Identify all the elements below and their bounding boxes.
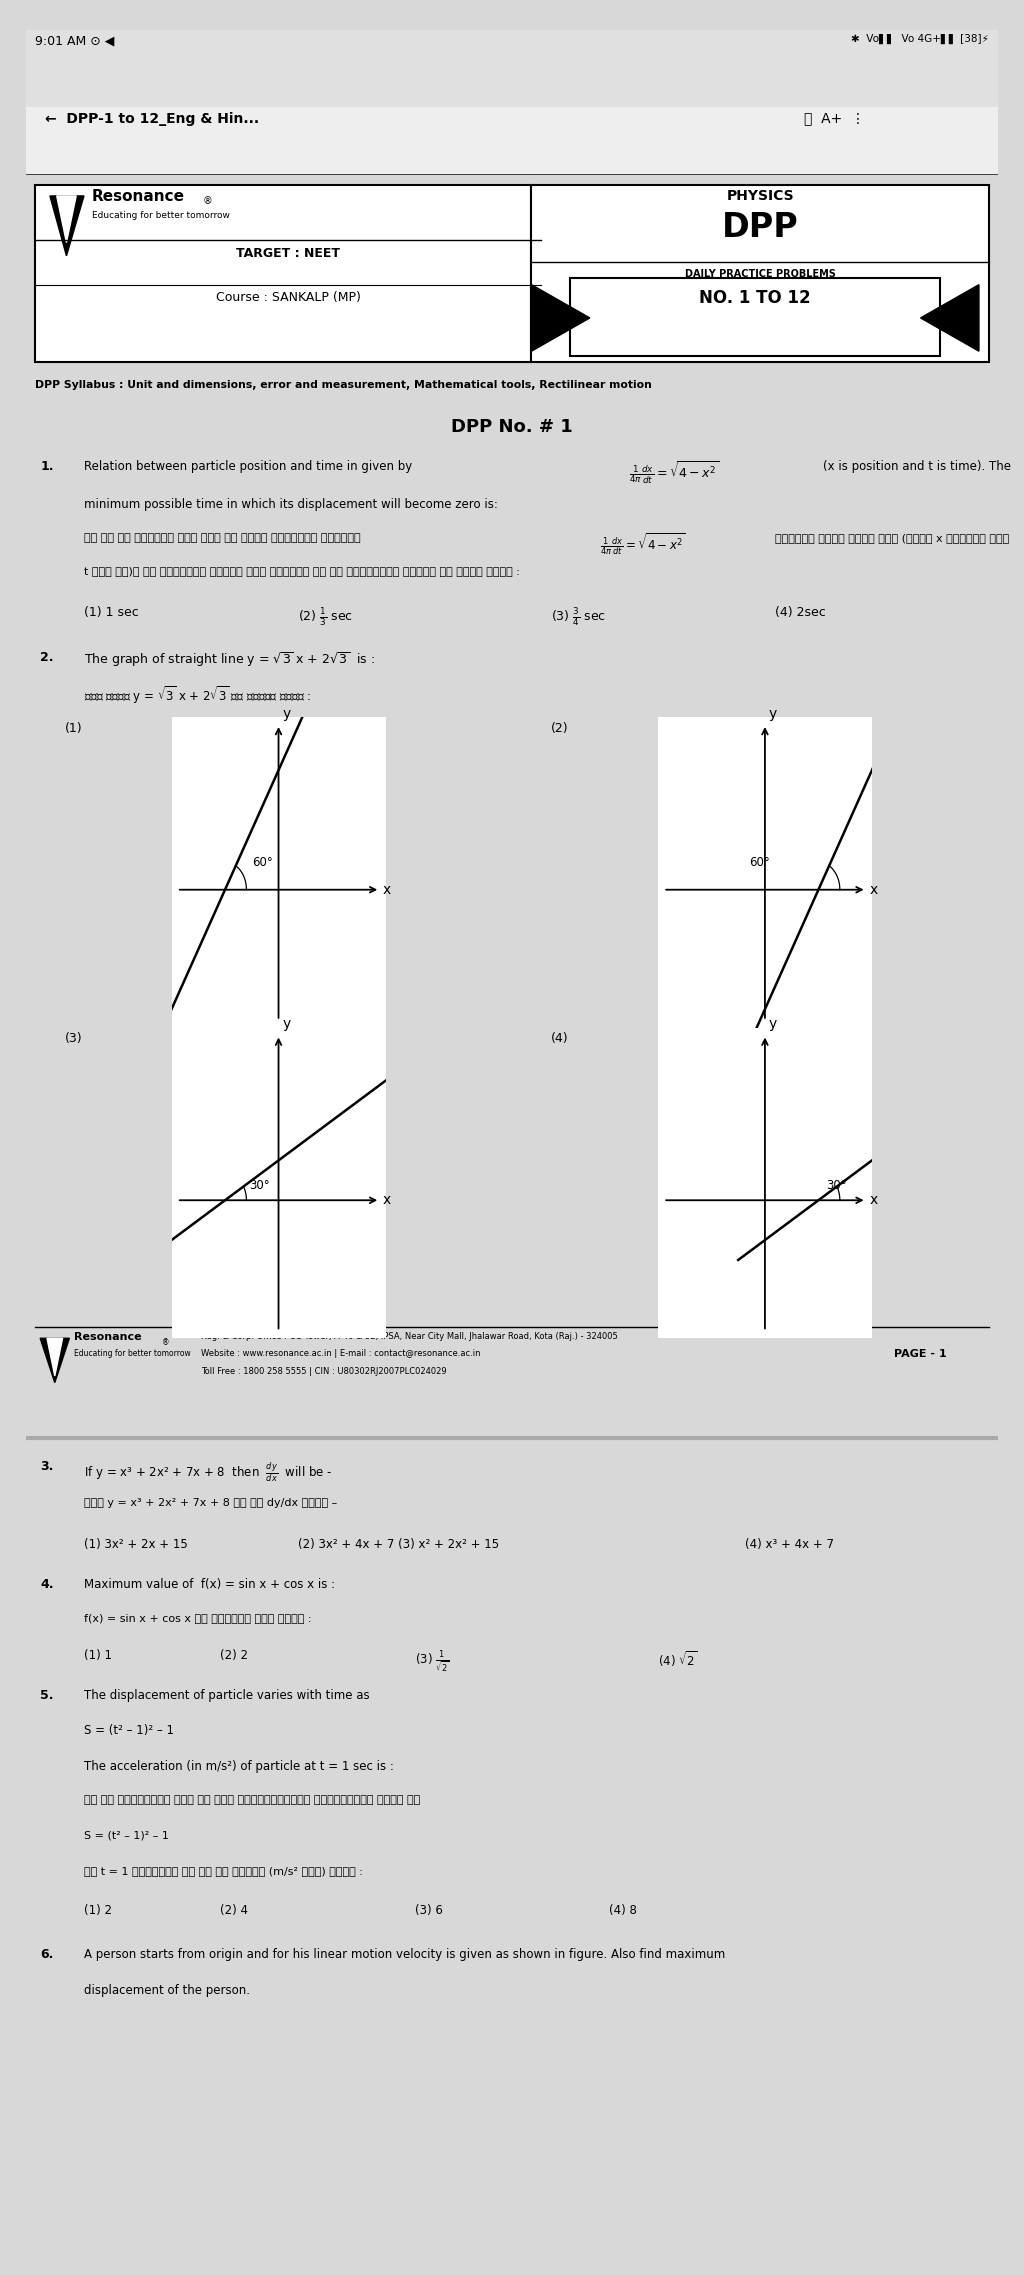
Text: DPP Syllabus : Unit and dimensions, error and measurement, Mathematical tools, R: DPP Syllabus : Unit and dimensions, erro… <box>35 380 652 389</box>
Text: If y = x³ + 2x² + 7x + 8  then  $\frac{dy}{dx}$  will be -: If y = x³ + 2x² + 7x + 8 then $\frac{dy}… <box>84 1461 332 1483</box>
Text: Course : SANKALP (MP): Course : SANKALP (MP) <box>216 291 360 305</box>
Polygon shape <box>56 196 76 243</box>
Text: Reg. & Corp. Office : CG Tower, A-46 & 52, IPSA, Near City Mall, Jhalawar Road, : Reg. & Corp. Office : CG Tower, A-46 & 5… <box>201 1331 617 1340</box>
Text: यदि y = x³ + 2x² + 7x + 8 है तो dy/dx होगा –: यदि y = x³ + 2x² + 7x + 8 है तो dy/dx हो… <box>84 1497 337 1508</box>
Text: x: x <box>869 883 878 896</box>
Polygon shape <box>50 196 84 255</box>
Text: 5.: 5. <box>40 1688 53 1702</box>
Text: minimum possible time in which its displacement will become zero is:: minimum possible time in which its displ… <box>84 498 498 510</box>
Text: The displacement of particle varies with time as: The displacement of particle varies with… <box>84 1688 370 1702</box>
Text: S = (t² – 1)² – 1: S = (t² – 1)² – 1 <box>84 1831 169 1840</box>
Text: TARGET : NEET: TARGET : NEET <box>237 248 340 259</box>
Text: (1) 3x² + 2x + 15: (1) 3x² + 2x + 15 <box>84 1538 187 1552</box>
Text: 1.: 1. <box>40 460 53 473</box>
Text: Website : www.resonance.ac.in | E-mail : contact@resonance.ac.in: Website : www.resonance.ac.in | E-mail :… <box>201 1349 480 1358</box>
Text: NO. 1 TO 12: NO. 1 TO 12 <box>699 289 811 307</box>
Text: कण का विस्थापन समय के साथ निम्नानुसार परिवर्तित होता है: कण का विस्थापन समय के साथ निम्नानुसार पर… <box>84 1795 420 1804</box>
Text: 🔍  A+  ⋮: 🔍 A+ ⋮ <box>804 111 864 125</box>
Text: x: x <box>383 1194 391 1208</box>
Text: ®: ® <box>162 1338 169 1347</box>
Text: Resonance: Resonance <box>75 1331 142 1342</box>
Text: Educating for better tomorrow: Educating for better tomorrow <box>92 212 229 221</box>
Text: y: y <box>283 708 291 721</box>
Text: ✱  Vo▌▌  Vo 4G+▌▌ [38]⚡: ✱ Vo▌▌ Vo 4G+▌▌ [38]⚡ <box>851 34 989 43</box>
Text: (1) 2: (1) 2 <box>84 1904 112 1918</box>
Text: 30°: 30° <box>249 1178 269 1192</box>
Text: (4) $\sqrt{2}$: (4) $\sqrt{2}$ <box>657 1649 697 1668</box>
Text: y: y <box>769 1017 777 1031</box>
Text: (x is position and t is time). The: (x is position and t is time). The <box>823 460 1012 473</box>
Text: एक कण की स्थिति तथा समय के मध्य सम्बन्ध समीकरण: एक कण की स्थिति तथा समय के मध्य सम्बन्ध … <box>84 532 360 544</box>
Polygon shape <box>531 284 590 350</box>
Text: Educating for better tomorrow: Educating for better tomorrow <box>75 1349 191 1358</box>
Text: DPP No. # 1: DPP No. # 1 <box>452 419 572 437</box>
Text: (4) 8: (4) 8 <box>609 1904 637 1918</box>
Text: (2): (2) <box>551 721 568 735</box>
Text: (1) 1 sec: (1) 1 sec <box>84 605 138 619</box>
FancyBboxPatch shape <box>26 107 998 173</box>
Text: (1) 1: (1) 1 <box>84 1649 112 1661</box>
Text: (3) 6: (3) 6 <box>415 1904 442 1918</box>
Text: (2) $\frac{1}{3}$ sec: (2) $\frac{1}{3}$ sec <box>298 605 353 628</box>
Text: Toll Free : 1800 258 5555 | CIN : U80302RJ2007PLC024029: Toll Free : 1800 258 5555 | CIN : U80302… <box>201 1367 446 1376</box>
Text: (2) 2: (2) 2 <box>220 1649 248 1661</box>
Text: DPP: DPP <box>722 212 799 243</box>
Text: ®: ® <box>203 196 212 207</box>
Text: DAILY PRACTICE PROBLEMS: DAILY PRACTICE PROBLEMS <box>685 268 836 280</box>
Polygon shape <box>40 1338 70 1383</box>
Text: S = (t² – 1)² – 1: S = (t² – 1)² – 1 <box>84 1724 174 1738</box>
Text: 2.: 2. <box>40 651 53 664</box>
Text: 30°: 30° <box>826 1178 847 1192</box>
FancyBboxPatch shape <box>35 184 531 362</box>
Text: 3.: 3. <box>40 1461 53 1474</box>
Text: (3) $\frac{3}{4}$ sec: (3) $\frac{3}{4}$ sec <box>551 605 606 628</box>
Text: (4) x³ + 4x + 7: (4) x³ + 4x + 7 <box>745 1538 835 1552</box>
Text: Relation between particle position and time in given by: Relation between particle position and t… <box>84 460 413 473</box>
Text: x: x <box>869 1194 878 1208</box>
Text: PAGE - 1: PAGE - 1 <box>894 1349 947 1360</box>
Text: (3) $\frac{1}{\sqrt{2}}$: (3) $\frac{1}{\sqrt{2}}$ <box>415 1649 450 1674</box>
Text: 6.: 6. <box>40 1947 53 1961</box>
FancyBboxPatch shape <box>570 278 940 355</box>
Text: t समय है)। वह न्यूनतम सम्भव समय जिसमें कण का विस्थापन शून्य हो क्या होगा :: t समय है)। वह न्यूनतम सम्भव समय जिसमें क… <box>84 566 520 576</box>
FancyBboxPatch shape <box>26 30 998 107</box>
Text: PHYSICS: PHYSICS <box>726 189 794 202</box>
Polygon shape <box>47 1338 62 1376</box>
Text: 60°: 60° <box>252 855 272 869</box>
Text: $\frac{1}{4\pi}\frac{dx}{dt} = \sqrt{4-x^2}$: $\frac{1}{4\pi}\frac{dx}{dt} = \sqrt{4-x… <box>629 460 719 487</box>
Text: 4.: 4. <box>40 1579 53 1590</box>
Text: $\frac{1}{4\pi}\frac{dx}{dt} = \sqrt{4-x^2}$: $\frac{1}{4\pi}\frac{dx}{dt} = \sqrt{4-x… <box>600 530 685 557</box>
Text: Maximum value of  f(x) = sin x + cos x is :: Maximum value of f(x) = sin x + cos x is… <box>84 1579 335 1590</box>
Text: x: x <box>383 883 391 896</box>
Text: The acceleration (in m/s²) of particle at t = 1 sec is :: The acceleration (in m/s²) of particle a… <box>84 1761 394 1772</box>
Text: displacement of the person.: displacement of the person. <box>84 1984 250 1997</box>
Text: (4) 2sec: (4) 2sec <box>774 605 825 619</box>
Text: f(x) = sin x + cos x का अधिकतम मान होगा :: f(x) = sin x + cos x का अधिकतम मान होगा … <box>84 1613 311 1624</box>
Polygon shape <box>921 284 979 350</box>
Text: y: y <box>769 708 777 721</box>
Text: The graph of straight line y = $\sqrt{3}$ x + 2$\sqrt{3}$  is :: The graph of straight line y = $\sqrt{3}… <box>84 651 375 669</box>
Text: (1): (1) <box>65 721 82 735</box>
Text: (3): (3) <box>65 1033 82 1044</box>
Text: y: y <box>283 1017 291 1031</box>
Text: द्वारा दिया जाता है। (यहाँ x स्थिति तथा: द्वारा दिया जाता है। (यहाँ x स्थिति तथा <box>774 532 1009 544</box>
Text: (2) 3x² + 4x + 7 (3) x² + 2x² + 15: (2) 3x² + 4x + 7 (3) x² + 2x² + 15 <box>298 1538 499 1552</box>
Text: (4): (4) <box>551 1033 568 1044</box>
Text: (2) 4: (2) 4 <box>220 1904 248 1918</box>
Text: तो t = 1 सेकेण्ड पर कण का त्वरण (m/s² में) होगा :: तो t = 1 सेकेण्ड पर कण का त्वरण (m/s² मे… <box>84 1866 362 1877</box>
Text: 9:01 AM ⊙ ◀: 9:01 AM ⊙ ◀ <box>35 34 115 48</box>
Text: ←  DPP-1 to 12_Eng & Hin...: ← DPP-1 to 12_Eng & Hin... <box>45 111 259 125</box>
FancyBboxPatch shape <box>531 184 989 362</box>
Text: A person starts from origin and for his linear motion velocity is given as shown: A person starts from origin and for his … <box>84 1947 725 1961</box>
Text: सरल रेखा y = $\sqrt{3}$ x + 2$\sqrt{3}$ का ग्राफ होगा :: सरल रेखा y = $\sqrt{3}$ x + 2$\sqrt{3}$ … <box>84 685 311 705</box>
Text: Resonance: Resonance <box>92 189 184 205</box>
Text: 60°: 60° <box>750 855 770 869</box>
